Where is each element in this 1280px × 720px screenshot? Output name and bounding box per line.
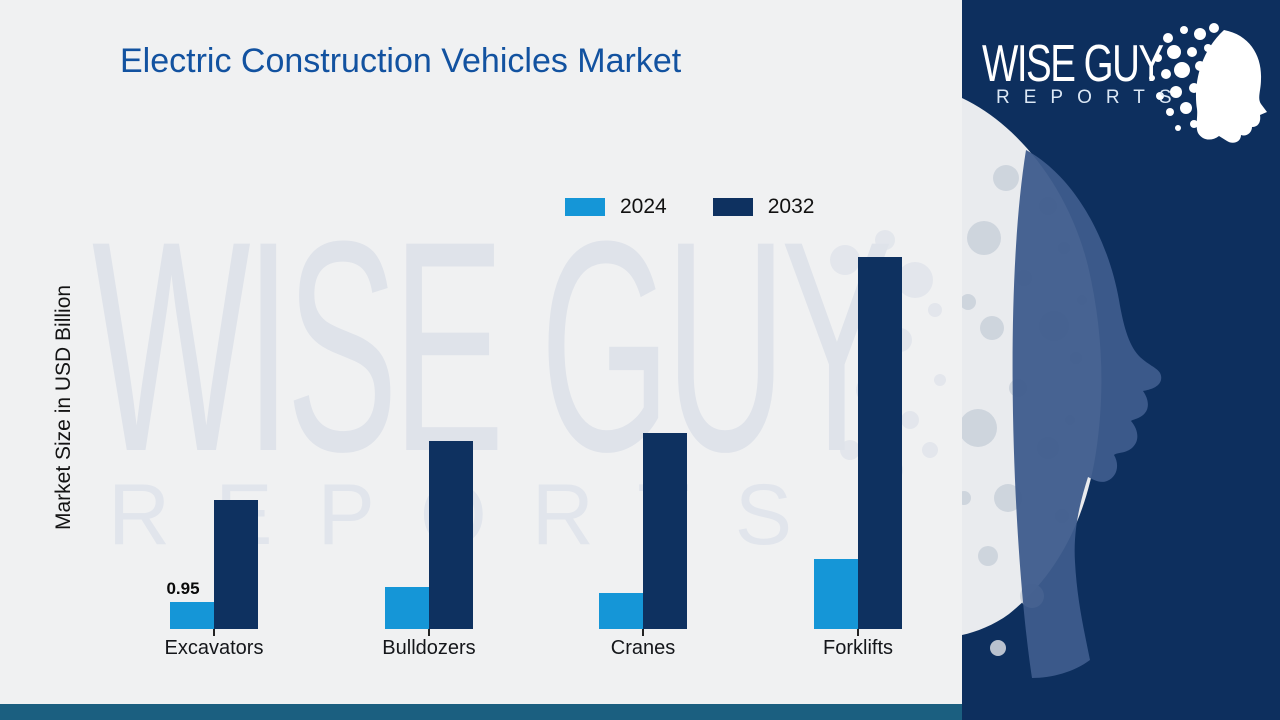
bar-2024-excavators — [170, 602, 214, 629]
x-tick-cranes — [642, 629, 644, 636]
value-label-excavators-2024: 0.95 — [166, 579, 200, 599]
bar-2032-cranes — [643, 433, 687, 629]
x-tick-excavators — [213, 629, 215, 636]
page-title: Electric Construction Vehicles Market — [120, 42, 682, 80]
bar-2032-excavators — [214, 500, 258, 629]
category-label-excavators: Excavators — [164, 637, 264, 659]
brand-panel: WISE GUY REPORTS — [962, 0, 1280, 720]
category-label-cranes: Cranes — [610, 637, 676, 659]
legend: 2024 2032 — [565, 195, 814, 219]
legend-item-2024: 2024 — [565, 195, 667, 219]
bottom-accent-bar — [0, 704, 1280, 720]
bar-2024-forklifts — [814, 559, 858, 629]
brand-panel-graphic — [962, 0, 1280, 720]
bar-2024-cranes — [599, 592, 643, 629]
bar-2032-bulldozers — [429, 441, 473, 629]
legend-label-2032: 2032 — [767, 195, 815, 218]
logo-head-icon — [1149, 23, 1267, 143]
legend-item-2032: 2032 — [712, 195, 815, 219]
legend-label-2024: 2024 — [620, 195, 667, 218]
brand-reports-label: REPORTS — [996, 87, 1186, 108]
face-silhouette-graphic — [1012, 150, 1162, 678]
bar-2024-bulldozers — [385, 587, 429, 629]
x-tick-forklifts — [857, 629, 859, 636]
legend-swatch-2032 — [712, 198, 753, 216]
x-tick-bulldozers — [428, 629, 430, 636]
watermark-wordmark: WISE GUY — [92, 178, 893, 514]
brand-wordmark: WISE GUY — [982, 35, 1164, 93]
bar-2032-forklifts — [858, 256, 902, 629]
legend-swatch-2024 — [565, 198, 605, 216]
category-label-forklifts: Forklifts — [823, 637, 893, 659]
category-label-bulldozers: Bulldozers — [382, 637, 476, 659]
